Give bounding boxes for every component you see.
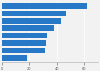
Bar	[2, 48, 44, 53]
Bar	[2, 18, 61, 24]
Bar	[2, 3, 87, 9]
Bar	[2, 33, 47, 38]
Bar	[2, 25, 54, 31]
Bar	[2, 40, 46, 46]
Bar	[2, 11, 66, 16]
Bar	[2, 55, 27, 61]
